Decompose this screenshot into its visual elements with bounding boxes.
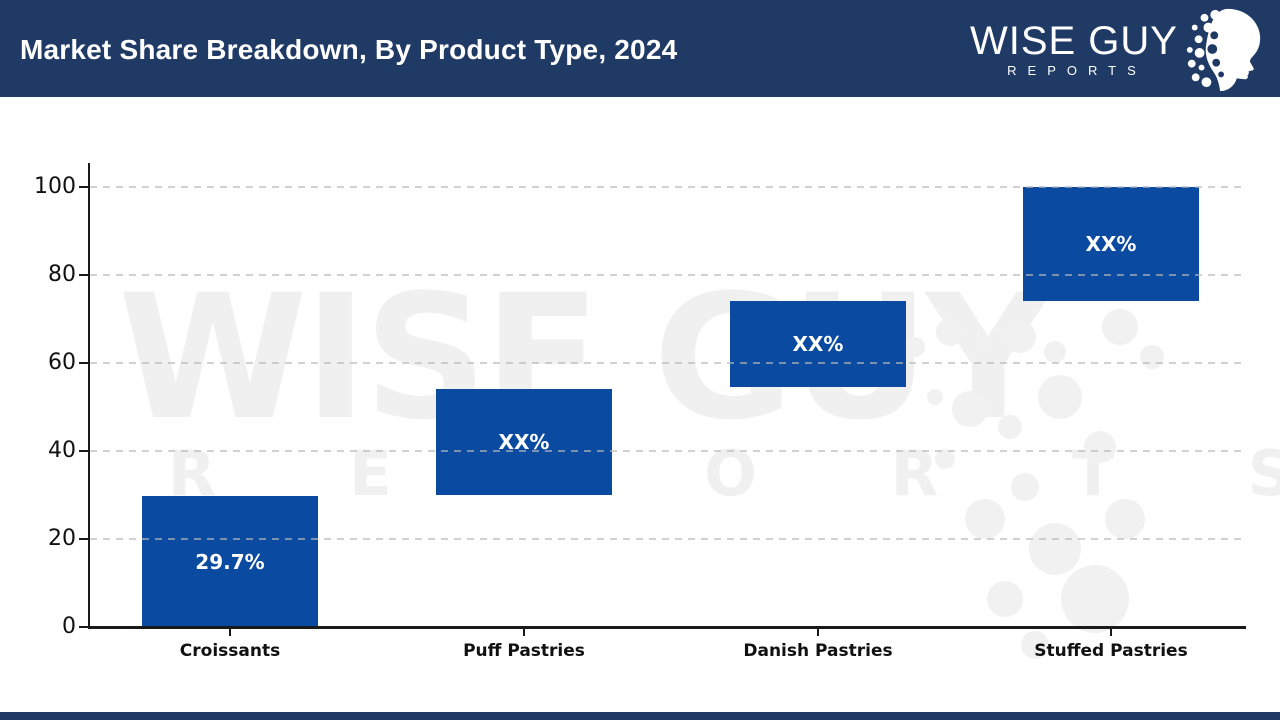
header-bar: Market Share Breakdown, By Product Type,… — [0, 0, 1280, 97]
watermark-dotted-head-icon — [905, 309, 1164, 659]
brand-logo: WISE GUY REPORTS — [970, 6, 1266, 92]
y-tick-label: 100 — [34, 174, 76, 199]
y-tick-label: 60 — [48, 350, 76, 375]
y-tick-label: 20 — [48, 526, 76, 551]
x-category-label: Croissants — [179, 641, 281, 661]
x-tick-mark — [229, 629, 231, 636]
bar-value-label: XX% — [792, 332, 844, 357]
y-tick-mark — [79, 362, 88, 364]
y-tick-label: 0 — [62, 614, 76, 639]
x-tick-mark — [523, 629, 525, 636]
x-category-label: Stuffed Pastries — [1034, 641, 1188, 661]
x-category-label: Puff Pastries — [463, 641, 585, 661]
y-tick-mark — [79, 538, 88, 540]
x-tick-mark — [817, 629, 819, 636]
bar: 29.7% — [142, 496, 318, 627]
gridline — [90, 538, 1246, 540]
y-tick-label: 40 — [48, 438, 76, 463]
bar-value-label: 29.7% — [195, 549, 265, 574]
dotted-head-icon — [1186, 8, 1261, 92]
bar-value-label: XX% — [1085, 232, 1137, 257]
bar: XX% — [436, 389, 612, 495]
y-tick-mark — [79, 626, 88, 628]
brand-logo-text: WISE GUY REPORTS — [970, 19, 1178, 79]
page-title: Market Share Breakdown, By Product Type,… — [20, 34, 678, 65]
brand-subtitle: REPORTS — [1007, 63, 1147, 78]
gridline — [90, 274, 1246, 276]
y-tick-mark — [79, 186, 88, 188]
y-tick-label: 80 — [48, 262, 76, 287]
x-axis-line — [88, 626, 1246, 629]
bar: XX% — [730, 301, 906, 388]
gridline — [90, 450, 1246, 452]
y-tick-mark — [79, 274, 88, 276]
x-category-label: Danish Pastries — [743, 641, 893, 661]
chart-canvas: WISE GUY R E P O R T S 0 20 40 60 8 — [0, 97, 1280, 712]
gridline — [90, 186, 1246, 188]
bar: XX% — [1023, 187, 1199, 302]
brand-name: WISE GUY — [969, 19, 1178, 63]
y-axis-line — [88, 163, 90, 627]
y-tick-mark — [79, 450, 88, 452]
footer-bar — [0, 712, 1280, 720]
gridline — [90, 362, 1246, 364]
x-tick-mark — [1110, 629, 1112, 636]
